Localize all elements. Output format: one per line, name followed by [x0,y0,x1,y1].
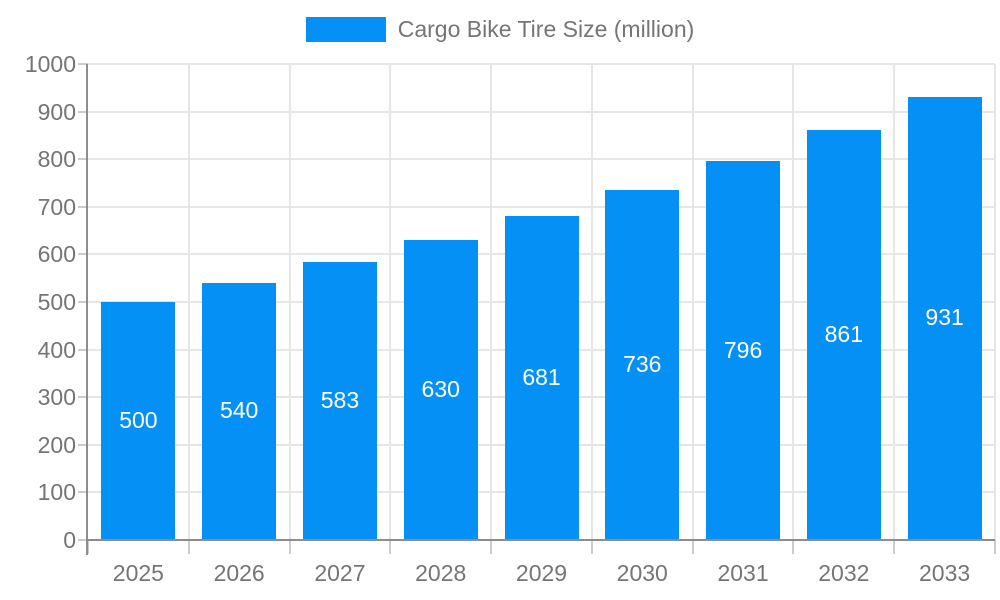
y-tick-label: 400 [37,336,76,363]
y-tick-label: 900 [37,98,76,125]
y-axis-tick [78,539,88,541]
y-tick-label: 200 [37,431,76,458]
y-tick-label: 800 [37,146,76,173]
y-tick-label: 100 [37,479,76,506]
x-tick-label: 2029 [515,560,568,586]
x-tick-label: 2027 [314,560,366,586]
bar-value-label: 736 [623,350,662,377]
gridline-vertical [792,64,795,540]
y-axis-tick [78,253,88,256]
y-axis-tick [78,205,88,208]
x-axis-tick [288,540,291,554]
bar-2030[interactable]: 736 [605,189,680,539]
y-tick-label: 700 [37,193,76,220]
y-axis-tick [78,110,88,113]
y-axis-tick [78,63,88,65]
y-axis-line [86,64,88,555]
x-axis-tick [893,540,896,554]
x-axis-tick [590,540,593,554]
x-tick-label: 2030 [616,560,668,586]
bar-2033[interactable]: 931 [907,96,982,539]
x-tick-label: 2031 [717,560,769,586]
x-tick-label: 2026 [213,560,265,586]
bar-value-label: 861 [824,321,864,348]
gridline-vertical [994,64,996,540]
gridline-horizontal [88,205,995,208]
x-axis-line [88,539,995,541]
gridline-vertical [691,64,694,540]
bar-2025[interactable]: 500 [101,302,176,539]
gridline-vertical [590,64,593,540]
legend-item[interactable]: Cargo Bike Tire Size (million) [305,16,695,43]
legend-label: Cargo Bike Tire Size (million) [397,16,695,42]
gridline-vertical [389,64,392,540]
x-tick-label: 2025 [112,560,164,586]
bar-value-label: 630 [421,376,460,403]
y-axis-tick [78,158,88,161]
bar-value-label: 796 [723,336,763,363]
y-axis-tick [78,396,88,399]
y-tick-label: 600 [37,241,76,268]
y-tick-label: 500 [37,289,76,315]
bar-value-label: 931 [925,304,964,331]
bar-value-label: 500 [119,407,158,433]
legend-swatch [305,17,386,42]
x-axis-tick [87,540,89,554]
gridline-vertical [490,64,493,540]
x-axis-tick [490,540,493,554]
x-axis-tick [792,540,795,554]
bar-value-label: 681 [522,363,561,390]
x-tick-label: 2033 [919,560,971,586]
bar-2026[interactable]: 540 [202,282,277,539]
x-axis-tick [994,540,996,554]
bar-value-label: 540 [219,397,259,424]
bar-2028[interactable]: 630 [403,240,478,539]
y-axis-tick [78,443,88,446]
x-axis-tick [389,540,392,554]
x-axis-tick [187,540,190,554]
gridline-vertical [288,64,291,540]
bar-value-label: 583 [320,387,360,414]
y-axis-tick [78,491,88,494]
y-tick-label: 300 [37,384,76,411]
y-axis-tick [78,301,88,303]
y-axis-tick [78,348,88,351]
legend: Cargo Bike Tire Size (million) [0,16,1000,43]
x-tick-label: 2028 [415,560,467,586]
bar-2031[interactable]: 796 [706,161,781,539]
x-axis-tick [691,540,694,554]
y-tick-label: 1000 [24,51,76,77]
gridline-vertical [893,64,896,540]
gridline-horizontal [88,110,995,113]
bar-2027[interactable]: 583 [302,262,377,539]
bar-2032[interactable]: 861 [806,130,881,539]
y-tick-label: 0 [63,527,76,553]
gridline-horizontal [88,158,995,161]
gridline-vertical [187,64,190,540]
gridline-horizontal [88,63,995,65]
bar-2029[interactable]: 681 [504,215,579,539]
x-tick-label: 2032 [818,560,870,586]
